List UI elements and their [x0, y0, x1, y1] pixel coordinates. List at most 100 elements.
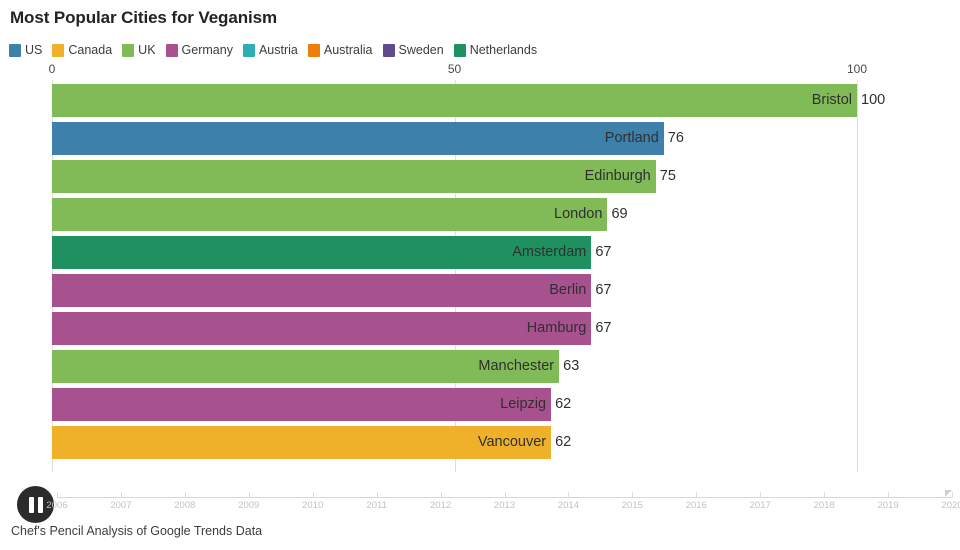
timeline-tick-label: 2008 — [174, 500, 196, 511]
bar-portland[interactable] — [52, 122, 664, 155]
legend-item-netherlands[interactable]: Netherlands — [453, 44, 537, 57]
legend-item-canada[interactable]: Canada — [52, 44, 112, 57]
legend-item-austria[interactable]: Austria — [242, 43, 298, 57]
bar-row[interactable]: Hamburg 67 — [0, 310, 960, 348]
bar-value: 62 — [555, 396, 572, 412]
timeline-tick — [312, 492, 314, 498]
legend-swatch-icon — [453, 44, 466, 57]
bar-label: London — [554, 206, 603, 222]
bar-row[interactable]: Amsterdam 67 — [0, 234, 960, 272]
legend: US Canada UK Germany Austria Australia Sweden N… — [9, 44, 547, 57]
timeline-slider[interactable]: 2006 2007 2008 2009 2010 2011 2012 2013 2014 2015… — [0, 486, 960, 526]
pause-bar-left — [28, 496, 34, 513]
pause-button[interactable] — [17, 486, 54, 523]
bar-row[interactable]: Bristol 100 — [0, 82, 960, 120]
bar-row[interactable]: Berlin 67 — [0, 272, 960, 310]
legend-swatch-icon — [307, 44, 320, 57]
timeline-tick — [248, 492, 250, 498]
page-title: Most Popular Cities for Veganism — [10, 8, 277, 27]
bar-berlin[interactable] — [52, 274, 592, 307]
timeline-tick-label: 2010 — [302, 500, 324, 511]
legend-swatch-icon — [122, 44, 135, 57]
timeline-tick-label: 2019 — [877, 500, 899, 511]
timeline-tick — [440, 492, 442, 498]
bar-value: 69 — [611, 206, 628, 222]
bar-value: 75 — [659, 168, 676, 184]
timeline-tick — [120, 492, 122, 498]
x-tick-label: 100 — [846, 62, 868, 76]
bar-leipzig[interactable] — [52, 388, 552, 421]
bar-label: Vancouver — [477, 434, 547, 450]
legend-swatch-icon — [9, 44, 21, 57]
legend-item-uk[interactable]: UK — [122, 43, 156, 57]
bar-bristol[interactable] — [52, 84, 857, 117]
bar-value: 63 — [563, 358, 580, 374]
bar-value: 76 — [667, 130, 684, 146]
timeline-tick — [632, 492, 634, 498]
legend-item-label: Sweden — [398, 43, 444, 57]
legend-item-label: Germany — [181, 43, 233, 57]
bar-london[interactable] — [52, 198, 608, 231]
pause-bar-right — [37, 496, 43, 513]
timeline-tick-label: 2015 — [621, 500, 643, 511]
timeline-tick — [184, 492, 186, 498]
bar-label: Hamburg — [526, 320, 587, 336]
legend-item-sweden[interactable]: Sweden — [382, 43, 444, 57]
bar-row[interactable]: Edinburgh 75 — [0, 158, 960, 196]
timeline-tick — [568, 492, 570, 498]
timeline-tick-label: 2020 — [941, 500, 960, 511]
timeline-tick — [504, 492, 506, 498]
x-tick-label: 50 — [447, 62, 462, 76]
timeline-tick-label: 2018 — [813, 500, 835, 511]
timeline-tick — [824, 492, 826, 498]
bar-label: Amsterdam — [512, 244, 587, 260]
legend-item-label: Austria — [258, 43, 298, 57]
legend-item-label: Australia — [323, 43, 373, 57]
legend-item-label: US — [25, 43, 43, 57]
legend-swatch-icon — [242, 44, 255, 57]
timeline-tick-label: 2012 — [429, 500, 452, 511]
bar-value: 67 — [595, 244, 612, 260]
timeline-tick — [696, 492, 698, 498]
legend-item-germany[interactable]: Germany — [165, 43, 233, 57]
bar-label: Bristol — [811, 92, 852, 108]
bar-value: 67 — [595, 282, 612, 298]
plot-area: 0 50 100 Bristol 100 Portland 76 Edinburgh 75 Lo… — [0, 62, 960, 472]
timeline-tick-label: 2016 — [685, 500, 707, 511]
legend-swatch-icon — [52, 44, 65, 57]
bar-row[interactable]: Vancouver 62 — [0, 424, 960, 462]
timeline-tick-label: 2011 — [366, 500, 387, 511]
legend-item-australia[interactable]: Australia — [307, 43, 373, 57]
bar-edinburgh[interactable] — [52, 160, 656, 193]
timeline-tick-label: 2013 — [493, 500, 516, 511]
timeline-tick-label: 2009 — [238, 500, 260, 511]
bar-value: 62 — [555, 434, 572, 450]
timeline-tick — [952, 492, 953, 498]
bar-amsterdam[interactable] — [52, 236, 592, 269]
bar-label: Portland — [604, 130, 659, 146]
timeline-tick — [376, 492, 378, 498]
timeline-tick-label: 2006 — [46, 500, 68, 511]
bar-manchester[interactable] — [52, 350, 560, 383]
source-caption: Chef's Pencil Analysis of Google Trends … — [11, 524, 263, 538]
x-tick-label: 0 — [48, 62, 56, 76]
legend-item-label: UK — [138, 43, 156, 57]
legend-swatch-icon — [165, 44, 178, 57]
bar-row[interactable]: Manchester 63 — [0, 348, 960, 386]
bar-vancouver[interactable] — [52, 426, 552, 459]
legend-item-label: Canada — [68, 43, 113, 57]
timeline-tick — [760, 492, 762, 498]
x-axis-top: 0 50 100 — [0, 62, 960, 80]
timeline-handle[interactable] — [945, 490, 952, 497]
timeline-tick — [888, 492, 890, 498]
timeline-tick-label: 2014 — [557, 500, 579, 511]
bar-row[interactable]: Portland 76 — [0, 120, 960, 158]
bar-row[interactable]: Leipzig 62 — [0, 386, 960, 424]
bar-row[interactable]: London 69 — [0, 196, 960, 234]
legend-item-us[interactable]: US — [9, 44, 42, 57]
bar-label: Berlin — [549, 282, 587, 298]
bar-value: 67 — [595, 320, 612, 336]
bar-hamburg[interactable] — [52, 312, 592, 345]
timeline-tick — [57, 492, 58, 498]
